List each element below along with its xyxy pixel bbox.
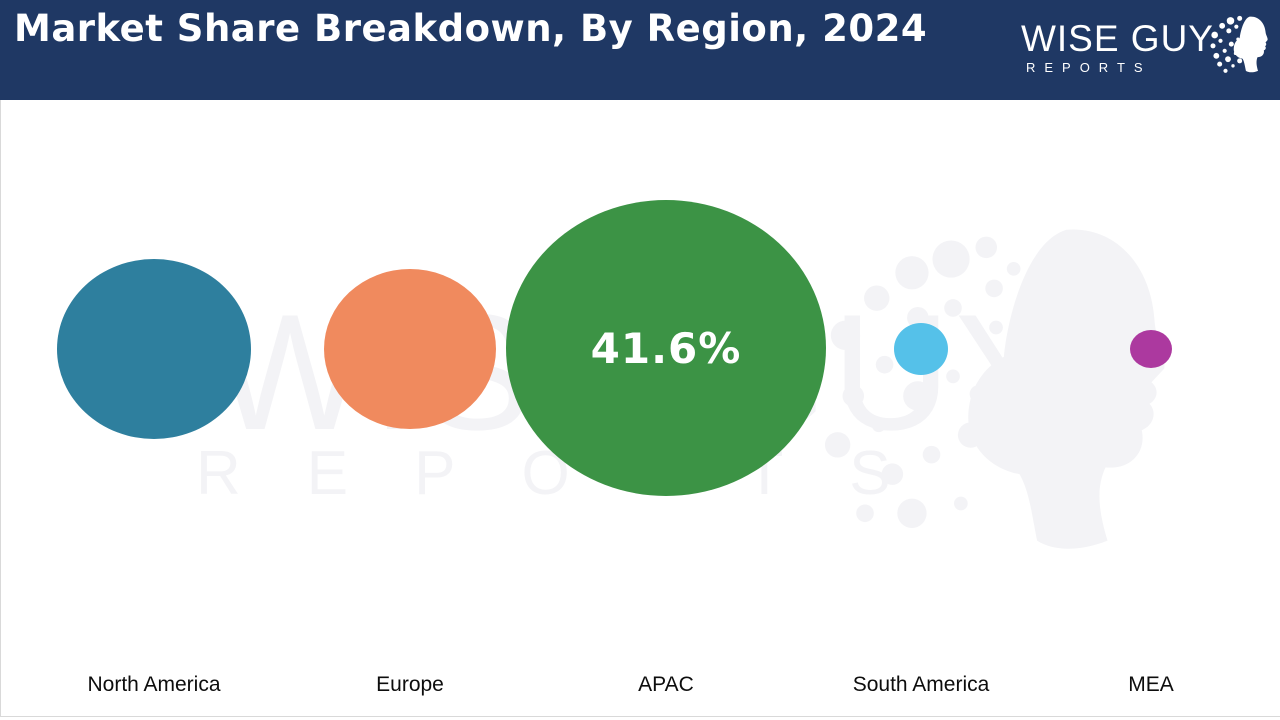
- bubble-south-america: [894, 323, 948, 375]
- x-axis-label-apac: APAC: [638, 673, 694, 696]
- header-bar: Market Share Breakdown, By Region, 2024 …: [0, 0, 1280, 100]
- bubble-europe: [324, 269, 496, 429]
- logo-text: WISE GUY REPORTS: [1020, 17, 1214, 76]
- chart-area: WISE GUY REPORTS 41.6% North AmericaEuro…: [0, 100, 1280, 720]
- x-axis-label-europe: Europe: [376, 673, 444, 696]
- x-axis-label-north-america: North America: [87, 673, 221, 696]
- logo-subtitle: REPORTS: [1025, 60, 1152, 76]
- y-axis-line: [0, 100, 1, 717]
- bubble-apac: 41.6%: [506, 200, 826, 496]
- logo-wordmark: WISE GUY: [1020, 17, 1214, 59]
- x-axis-label-mea: MEA: [1128, 673, 1174, 696]
- x-axis-labels: North America Europe APAC South America MEA: [0, 100, 1280, 720]
- page-title: Market Share Breakdown, By Region, 2024: [14, 7, 928, 50]
- bubble-data-label-apac: 41.6%: [590, 323, 742, 373]
- bubble-plot: 41.6%: [0, 100, 1280, 720]
- bubble-north-america: [57, 259, 251, 439]
- x-axis-label-south-america: South America: [852, 673, 990, 696]
- bubble-mea: [1130, 330, 1172, 368]
- x-axis-line: [0, 716, 1280, 717]
- wise-guy-logo: WISE GUY REPORTS: [1021, 6, 1268, 94]
- dotted-head-profile-icon: [1210, 15, 1268, 73]
